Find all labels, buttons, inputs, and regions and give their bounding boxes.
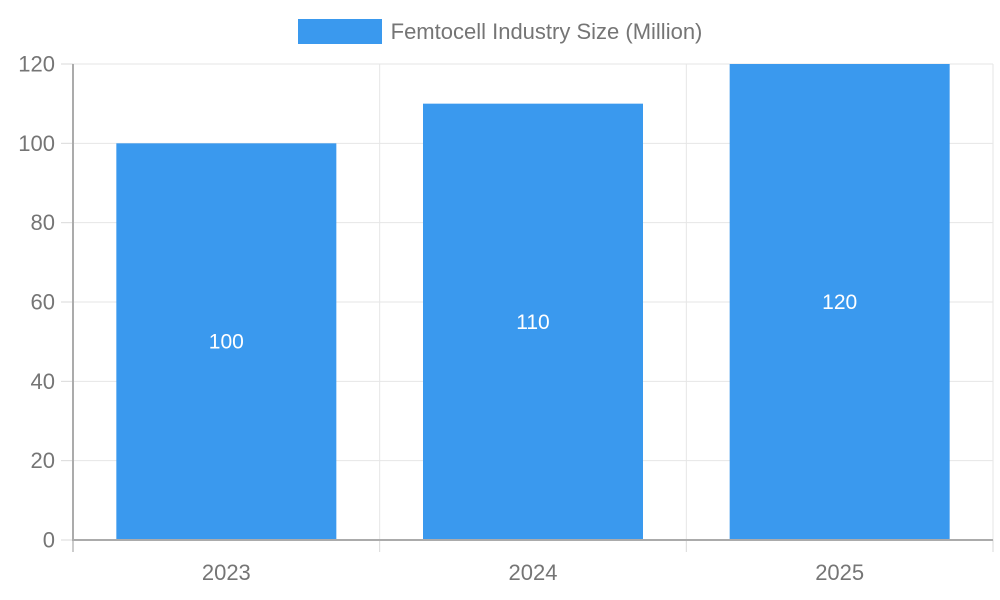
x-category-label: 2023 (202, 560, 251, 585)
bar-value-label: 100 (209, 331, 244, 354)
x-category-label: 2024 (509, 560, 558, 585)
legend-swatch (297, 19, 382, 44)
bar-2025[interactable] (729, 64, 950, 540)
y-tick-label: 20 (31, 448, 55, 473)
y-tick-label: 120 (18, 52, 55, 77)
y-tick-label: 0 (43, 528, 55, 553)
y-tick-label: 100 (18, 131, 55, 156)
legend-label: Femtocell Industry Size (Million) (390, 19, 703, 44)
y-tick-label: 60 (31, 290, 55, 315)
y-tick-label: 80 (31, 210, 55, 235)
legend-item[interactable]: Femtocell Industry Size (Million) (297, 19, 703, 44)
bar-2023[interactable] (116, 143, 337, 541)
y-tick-label: 40 (31, 369, 55, 394)
legend: Femtocell Industry Size (Million) (0, 19, 1000, 44)
bar-value-label: 110 (516, 311, 549, 334)
bar-2024[interactable] (423, 103, 643, 541)
bar-value-label: 120 (822, 291, 857, 314)
x-category-label: 2025 (815, 560, 864, 585)
